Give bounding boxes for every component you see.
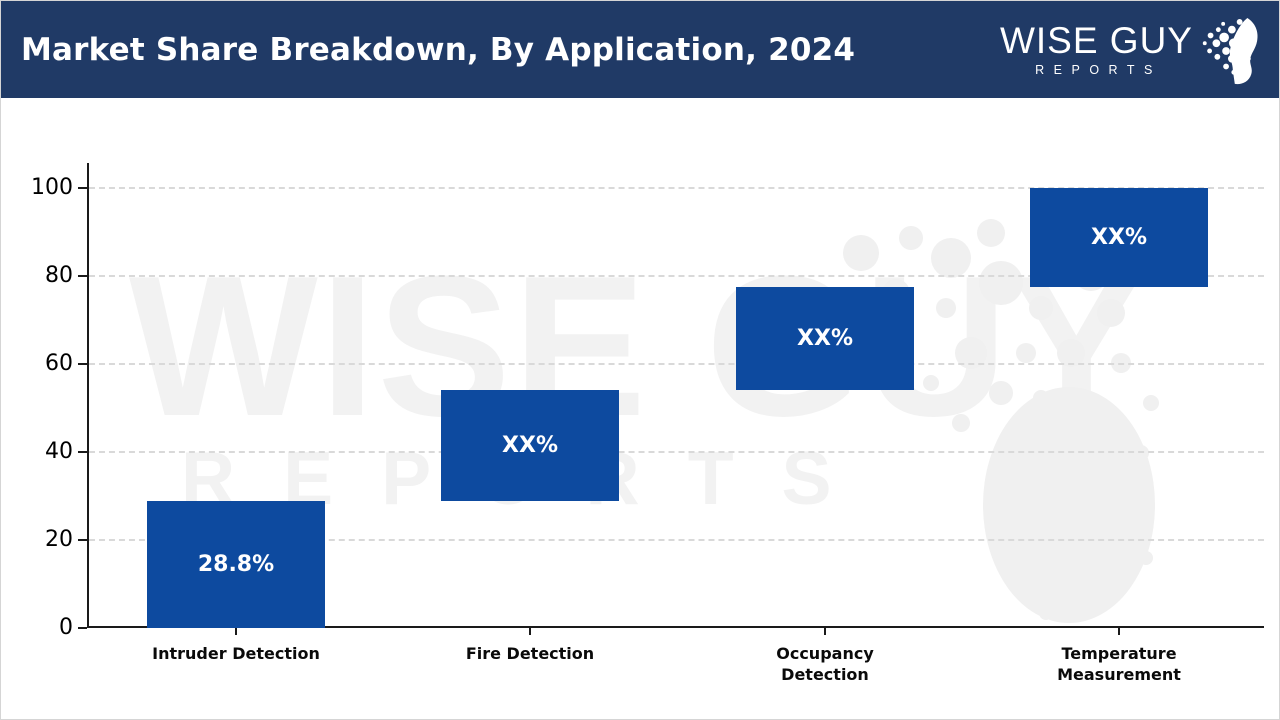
waterfall-bar: XX% bbox=[1030, 188, 1208, 287]
watermark-face-dots-icon bbox=[831, 219, 1159, 623]
y-tick-label: 60 bbox=[45, 351, 73, 376]
logo-text: WISE GUY REPORTS bbox=[1000, 22, 1193, 77]
y-gridline bbox=[89, 363, 1264, 365]
y-tick-mark bbox=[78, 451, 87, 453]
y-tick-label: 80 bbox=[45, 263, 73, 288]
waterfall-bar: XX% bbox=[736, 287, 914, 391]
y-tick-mark bbox=[78, 539, 87, 541]
y-gridline bbox=[89, 451, 1264, 453]
y-tick-mark bbox=[78, 187, 87, 189]
y-gridline bbox=[89, 275, 1264, 277]
logo-subtitle: REPORTS bbox=[1035, 63, 1162, 77]
bar-value-label: XX% bbox=[797, 326, 853, 352]
bar-value-label: XX% bbox=[1091, 225, 1147, 250]
page-title: Market Share Breakdown, By Application, … bbox=[21, 31, 856, 68]
bar-value-label: XX% bbox=[502, 433, 558, 459]
x-tick-mark bbox=[235, 628, 237, 635]
x-tick-mark bbox=[529, 628, 531, 635]
y-gridline bbox=[89, 187, 1264, 189]
x-tick-mark bbox=[1118, 628, 1120, 635]
y-tick-label: 40 bbox=[45, 439, 73, 464]
waterfall-bar: 28.8% bbox=[147, 501, 325, 628]
x-tick-mark bbox=[824, 628, 826, 635]
y-tick-label: 20 bbox=[45, 527, 73, 552]
bar-value-label: 28.8% bbox=[197, 552, 275, 578]
x-category-label-line: Fire Detection bbox=[465, 644, 595, 663]
x-category-label-line: Detection bbox=[781, 665, 869, 685]
x-category-label: Fire Detection bbox=[410, 643, 650, 664]
x-category-label-line: Temperature bbox=[1061, 644, 1177, 663]
y-tick-mark bbox=[78, 627, 87, 629]
x-category-label-line: Measurement bbox=[1057, 665, 1181, 685]
plot-area: 0 20 40 60 80 100 28.8% Intruder Detection XX% Fi… bbox=[31, 163, 1264, 684]
y-gridline bbox=[89, 539, 1264, 541]
x-category-label-line: Occupancy bbox=[776, 644, 874, 663]
x-category-label: Intruder Detection bbox=[116, 643, 356, 664]
y-tick-label: 100 bbox=[31, 175, 73, 200]
y-tick-mark bbox=[78, 363, 87, 365]
x-category-label-line: Intruder Detection bbox=[152, 644, 320, 663]
wise-guy-face-icon bbox=[1202, 17, 1258, 84]
header-bar: Market Share Breakdown, By Application, … bbox=[1, 1, 1279, 98]
waterfall-bar: XX% bbox=[441, 390, 619, 502]
y-tick-mark bbox=[78, 275, 87, 277]
x-category-label: Occupancy Detection bbox=[705, 643, 945, 685]
y-tick-label: 0 bbox=[59, 615, 73, 640]
x-category-label: Temperature Measurement bbox=[999, 643, 1239, 685]
wise-guy-logo: WISE GUY REPORTS bbox=[1000, 12, 1259, 88]
logo-name: WISE GUY bbox=[999, 20, 1193, 61]
